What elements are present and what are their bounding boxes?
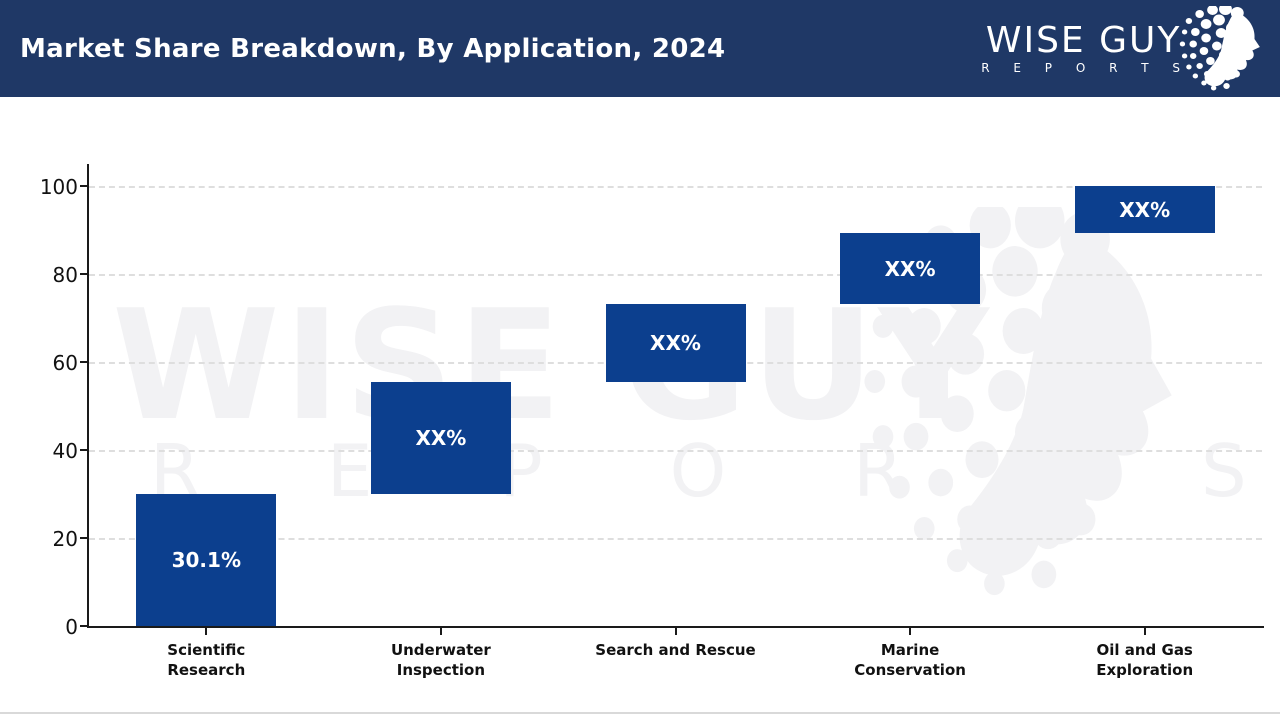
waterfall-bar: XX%	[840, 233, 981, 305]
watermark-brand-text: WISE GUY	[112, 277, 993, 454]
dotted-head-logo-icon	[1176, 2, 1262, 92]
x-axis-category-label: Scientific Research	[167, 641, 246, 680]
waterfall-bar: XX%	[370, 382, 511, 494]
y-axis-tick-mark	[80, 537, 88, 539]
brand-subname: R E P O R T S	[981, 60, 1190, 75]
x-axis-tick-mark	[205, 628, 208, 635]
brand-name: WISE GUY	[985, 20, 1182, 62]
header: Market Share Breakdown, By Application, …	[0, 0, 1280, 97]
y-axis-tick-label: 20	[52, 527, 78, 551]
y-axis-line	[87, 164, 89, 628]
grid-line	[89, 274, 1262, 276]
x-axis-category-label: Marine Conservation	[854, 641, 966, 680]
chart-panel: WISE GUY R E P O R T S 0 20 40 60 80 100 30.1%…	[0, 97, 1280, 714]
x-axis-category-label: Underwater Inspection	[390, 641, 491, 680]
y-axis-tick-mark	[80, 449, 88, 451]
bar-value-label: XX%	[415, 425, 467, 450]
brand-logo: WISE GUY R E P O R T S	[977, 2, 1262, 92]
grid-line	[89, 450, 1262, 452]
brand-logo-text: WISE GUY R E P O R T S	[977, 22, 1190, 75]
waterfall-bar: XX%	[605, 304, 746, 383]
bar-value-label: XX%	[884, 256, 936, 281]
y-axis-tick-mark	[80, 625, 88, 627]
y-axis-tick-mark	[80, 361, 88, 363]
bar-value-label: XX%	[650, 331, 701, 356]
y-axis-tick-label: 40	[52, 439, 78, 463]
x-axis-tick-mark	[1143, 628, 1146, 635]
waterfall-bar: XX%	[1074, 186, 1215, 234]
x-axis-category-label: Oil and Gas Exploration	[1096, 641, 1194, 680]
waterfall-bar: 30.1%	[136, 493, 277, 626]
waterfall-chart: 0 20 40 60 80 100 30.1% Scientific Research XX% U…	[0, 97, 1280, 712]
y-axis-tick-label: 80	[52, 263, 78, 287]
page-title: Market Share Breakdown, By Application, …	[20, 33, 726, 64]
y-axis-tick-mark	[80, 185, 88, 187]
x-axis-tick-mark	[674, 628, 677, 635]
y-axis-tick-mark	[80, 273, 88, 275]
grid-line	[89, 186, 1262, 188]
y-axis-tick-label: 100	[39, 175, 78, 199]
bar-value-label: XX%	[1119, 197, 1171, 222]
x-axis-line	[87, 626, 1264, 628]
watermark-head-icon	[850, 193, 1180, 602]
x-axis-category-label: Search and Rescue	[595, 641, 756, 659]
grid-line	[89, 538, 1262, 540]
x-axis-tick-mark	[439, 628, 442, 635]
y-axis-tick-label: 0	[65, 615, 78, 639]
x-axis-tick-mark	[909, 628, 912, 635]
bar-value-label: 30.1%	[171, 547, 241, 572]
y-axis-tick-label: 60	[52, 351, 78, 375]
